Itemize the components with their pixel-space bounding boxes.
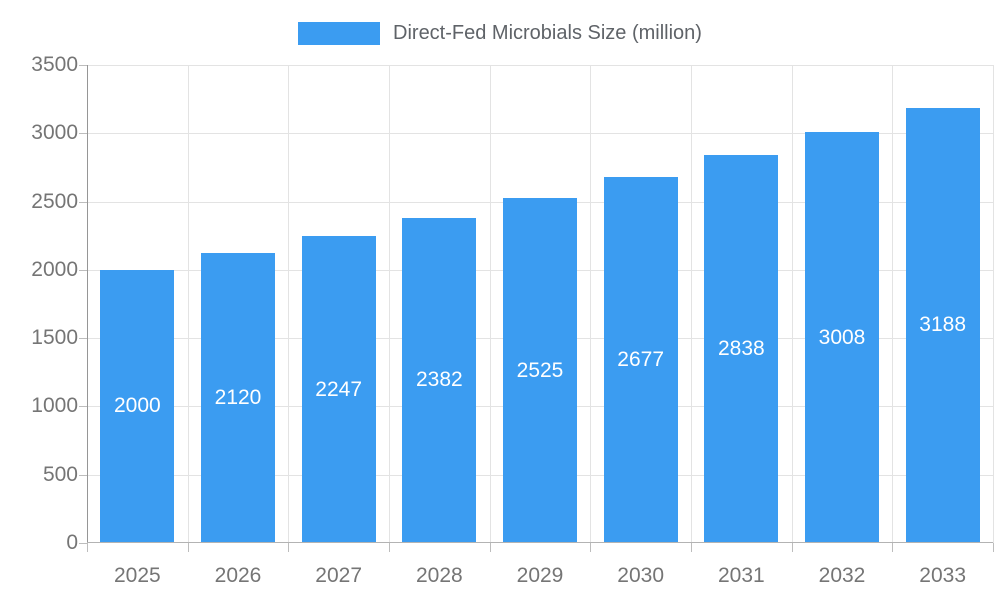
- gridline-vertical: [590, 65, 592, 543]
- x-axis-tick-label: 2029: [516, 564, 564, 587]
- bar-value-label: 3188: [919, 313, 967, 337]
- y-axis-tick-label: 3000: [31, 121, 78, 145]
- gridline-vertical: [389, 65, 390, 543]
- y-axis-tick-label: 0: [66, 531, 78, 554]
- legend-label: Direct-Fed Microbials Size (million): [393, 22, 702, 44]
- legend[interactable]: Direct-Fed Microbials Size (million): [0, 20, 1000, 46]
- y-axis-line: [87, 65, 88, 543]
- gridline-vertical: [691, 65, 692, 543]
- bar-2033[interactable]: 3188: [905, 107, 980, 543]
- x-axis-tick-label: 2033: [919, 564, 967, 587]
- y-axis-tick-label: 500: [42, 462, 78, 486]
- x-axis-tick: [590, 543, 592, 552]
- bar-2027[interactable]: 2247: [301, 236, 376, 543]
- gridline-vertical: [187, 65, 189, 543]
- bar-value-label: 3008: [818, 325, 866, 349]
- bar-value-label: 2382: [415, 368, 463, 392]
- bar-value-label: 2247: [315, 377, 363, 401]
- x-axis-tick: [892, 543, 894, 552]
- gridline-vertical: [791, 65, 793, 543]
- bar-2025[interactable]: 2000: [100, 269, 175, 543]
- bar-value-label: 2677: [617, 348, 665, 372]
- bar-value-label: 2120: [214, 386, 262, 410]
- x-axis-tick-label: 2027: [315, 564, 363, 587]
- y-axis-tick-label: 2000: [31, 257, 78, 281]
- x-axis-tick-label: 2030: [617, 564, 665, 587]
- gridline-vertical: [892, 65, 894, 543]
- y-axis-tick: [79, 474, 87, 476]
- y-axis-tick: [79, 406, 87, 408]
- x-axis-tick-label: 2032: [818, 564, 866, 587]
- y-axis-tick: [79, 269, 87, 271]
- gridline-vertical: [489, 65, 491, 543]
- x-axis-tick: [87, 543, 88, 552]
- x-axis-tick: [993, 543, 994, 552]
- bar-2028[interactable]: 2382: [402, 217, 477, 543]
- x-axis-tick-label: 2028: [415, 564, 463, 587]
- y-axis-tick-label: 1500: [31, 326, 78, 350]
- bar-value-label: 2525: [516, 358, 564, 382]
- x-axis-tick: [489, 543, 491, 552]
- y-axis-tick-label: 1000: [31, 394, 78, 418]
- x-axis-tick-label: 2026: [214, 564, 262, 587]
- y-axis-tick: [79, 338, 87, 340]
- gridline-horizontal: [87, 133, 993, 135]
- x-axis-line: [87, 542, 993, 543]
- x-axis-tick: [288, 543, 290, 552]
- x-axis-tick: [187, 543, 189, 552]
- bar-2030[interactable]: 2677: [603, 177, 678, 543]
- y-axis-tick-label: 2500: [31, 189, 78, 213]
- gridline-vertical: [993, 65, 994, 543]
- x-axis-tick: [389, 543, 390, 552]
- bar-value-label: 2838: [717, 337, 765, 361]
- gridline-vertical: [288, 65, 290, 543]
- bar-2031[interactable]: 2838: [704, 155, 779, 543]
- plot-area: 2000 2120 2247 2382 2525 2677 2838 3008 3188: [79, 65, 994, 552]
- bar-2029[interactable]: 2525: [503, 198, 577, 543]
- bar-2026[interactable]: 2120: [201, 253, 275, 543]
- y-axis-tick: [79, 65, 87, 66]
- y-axis-tick: [79, 133, 87, 135]
- bar-2032[interactable]: 3008: [805, 132, 879, 543]
- x-axis-tick: [691, 543, 692, 552]
- bar-value-label: 2000: [113, 394, 161, 418]
- x-axis-tick-label: 2031: [717, 564, 765, 587]
- y-axis-tick: [79, 543, 87, 544]
- legend-swatch: [298, 21, 381, 45]
- y-axis-tick-label: 3500: [31, 53, 78, 76]
- gridline-horizontal: [87, 65, 993, 66]
- x-axis-tick-label: 2025: [113, 564, 161, 587]
- y-axis-tick: [79, 201, 87, 203]
- x-axis-tick: [791, 543, 793, 552]
